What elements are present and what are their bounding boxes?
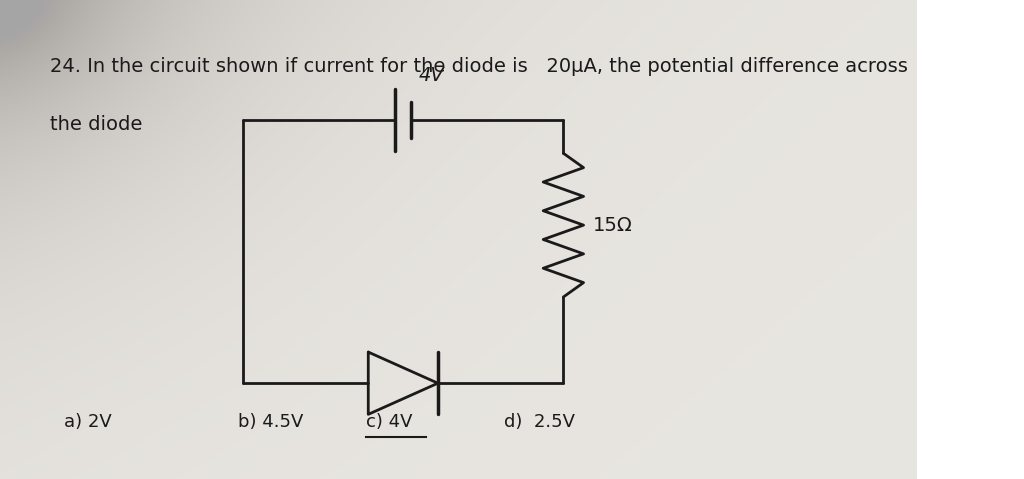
Text: c) 4V: c) 4V [367,413,413,431]
Text: the diode: the diode [50,115,142,134]
Text: 4V: 4V [419,66,444,85]
Text: d)  2.5V: d) 2.5V [504,413,574,431]
Text: 24. In the circuit shown if current for the diode is   20μA, the potential diffe: 24. In the circuit shown if current for … [50,57,908,77]
Text: a) 2V: a) 2V [65,413,112,431]
Text: b) 4.5V: b) 4.5V [239,413,303,431]
Text: 15Ω: 15Ω [593,216,633,235]
